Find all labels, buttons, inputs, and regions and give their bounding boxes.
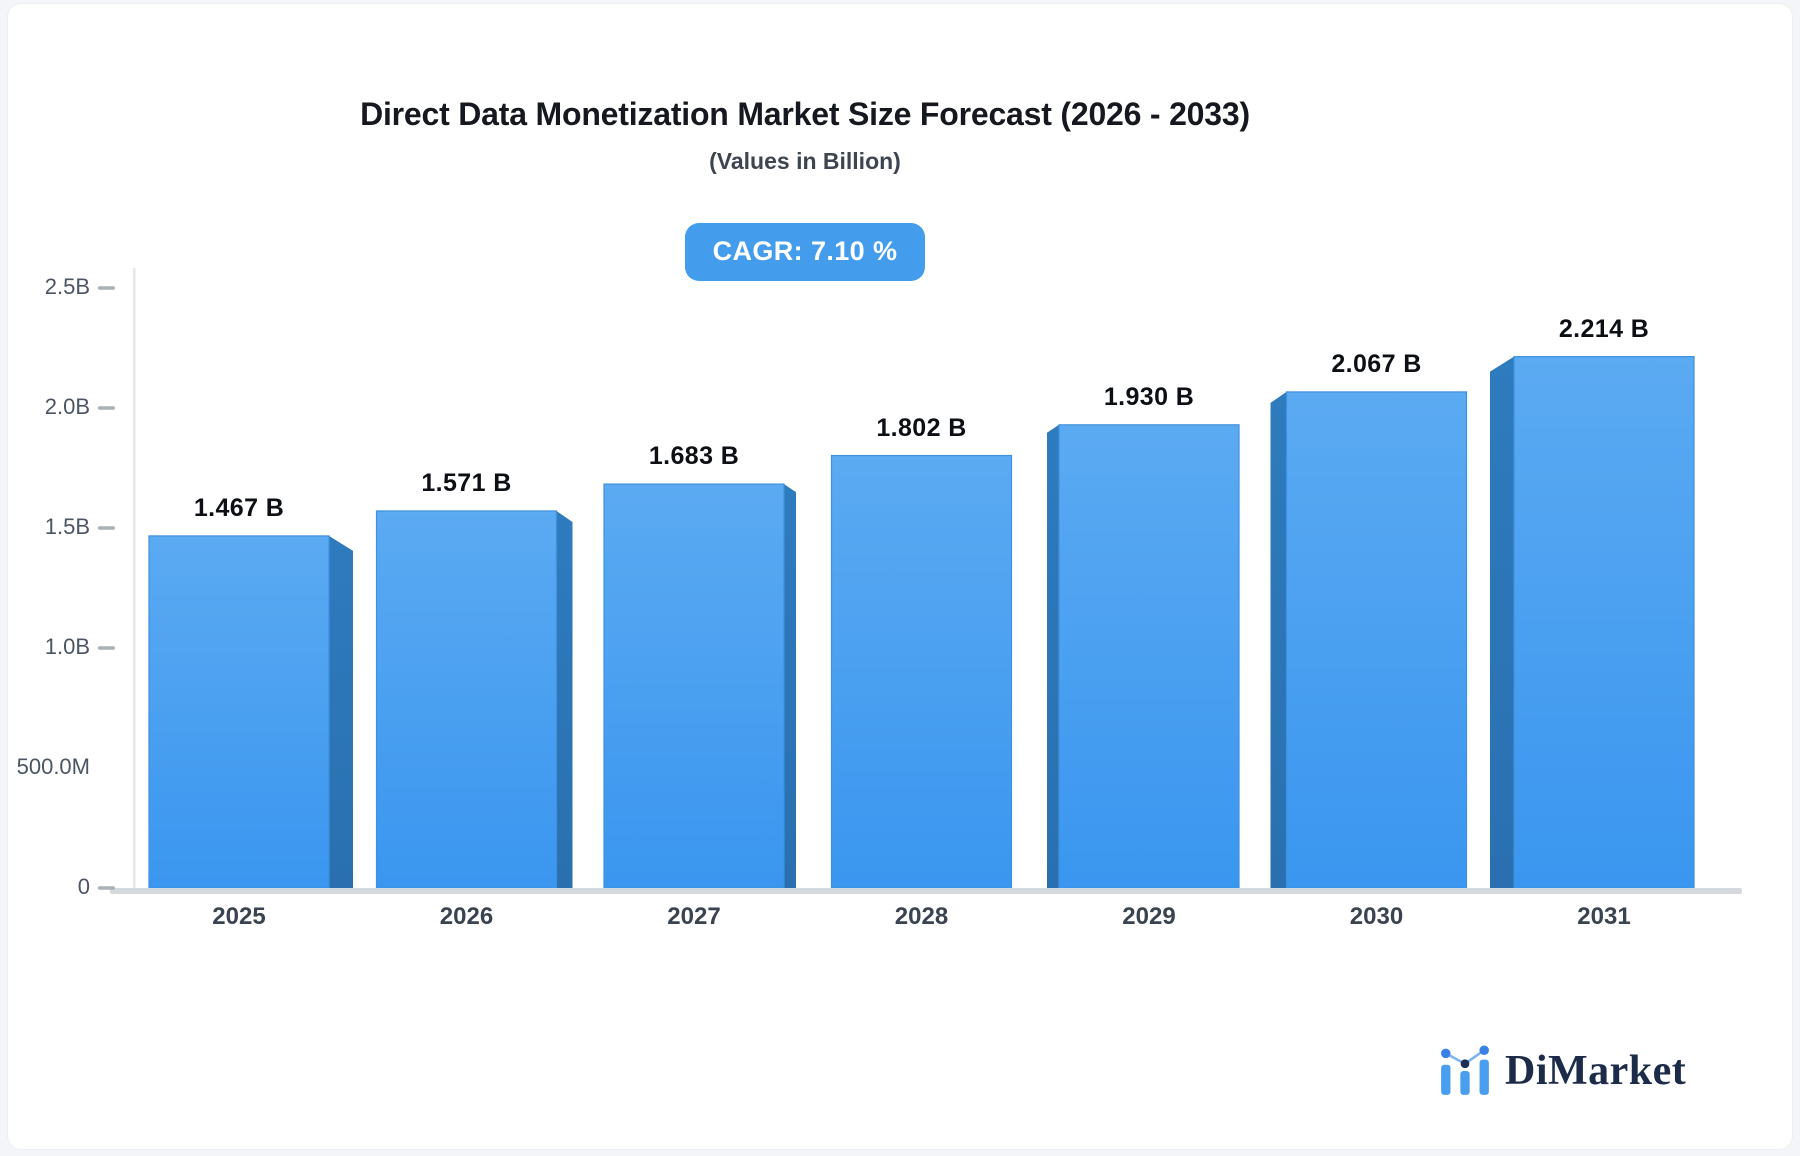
y-tick-label: 1.5B xyxy=(44,514,90,539)
y-tick-dash xyxy=(98,286,115,290)
bar-side-face xyxy=(1047,424,1059,888)
y-tick-label: 2.5B xyxy=(44,274,90,299)
bar-side-face xyxy=(1270,391,1287,888)
brand-logo-text: DiMarket xyxy=(1505,1048,1687,1094)
mini-bar-line-chart-icon xyxy=(1441,1045,1489,1095)
y-tick-dash xyxy=(98,406,115,410)
y-tick-dash xyxy=(98,526,115,530)
x-tick-label: 2031 xyxy=(1577,903,1631,930)
bar-side-face xyxy=(1490,356,1514,888)
y-tick-label: 500.0M xyxy=(16,754,90,779)
bar xyxy=(148,535,330,889)
x-tick-label: 2029 xyxy=(1122,903,1176,930)
bar-side-face xyxy=(784,484,796,888)
bar-value-label: 1.467 B xyxy=(193,493,285,522)
x-tick-label: 2028 xyxy=(894,903,949,930)
y-tick-label: 0 xyxy=(77,874,90,899)
y-axis-line xyxy=(133,268,136,888)
bar-value-label: 1.571 B xyxy=(421,468,512,497)
x-tick-label: 2027 xyxy=(667,903,721,930)
cagr-badge-wrap: CAGR: 7.10 % xyxy=(0,223,1610,281)
bar-side-face xyxy=(556,510,573,888)
bar xyxy=(1058,424,1240,889)
bar xyxy=(1285,391,1468,889)
x-tick-label: 2025 xyxy=(212,903,266,930)
chart-title: Direct Data Monetization Market Size For… xyxy=(360,96,1250,132)
bar-value-label: 2.214 B xyxy=(1558,314,1650,343)
bar-value-label: 1.683 B xyxy=(648,442,740,471)
y-tick-label: 1.0B xyxy=(44,634,90,659)
x-axis-baseline xyxy=(110,888,1742,894)
bar xyxy=(375,510,558,889)
y-tick-label: 2.0B xyxy=(44,394,90,419)
bar xyxy=(830,454,1013,889)
bar-value-label: 1.930 B xyxy=(1103,382,1195,411)
bar xyxy=(603,483,785,889)
bar-side-face xyxy=(329,535,353,888)
bar-value-label: 2.067 B xyxy=(1331,349,1422,378)
x-tick-label: 2030 xyxy=(1349,903,1404,930)
bar-value-label: 1.802 B xyxy=(876,413,967,442)
y-tick-dash xyxy=(98,646,115,650)
bar xyxy=(1513,356,1695,889)
brand-logo: DiMarket xyxy=(1438,1040,1686,1102)
y-tick-dash xyxy=(98,886,115,890)
x-tick-label: 2026 xyxy=(439,903,494,930)
chart-subtitle: (Values in Billion) xyxy=(709,148,901,174)
cagr-badge: CAGR: 7.10 % xyxy=(684,223,926,281)
